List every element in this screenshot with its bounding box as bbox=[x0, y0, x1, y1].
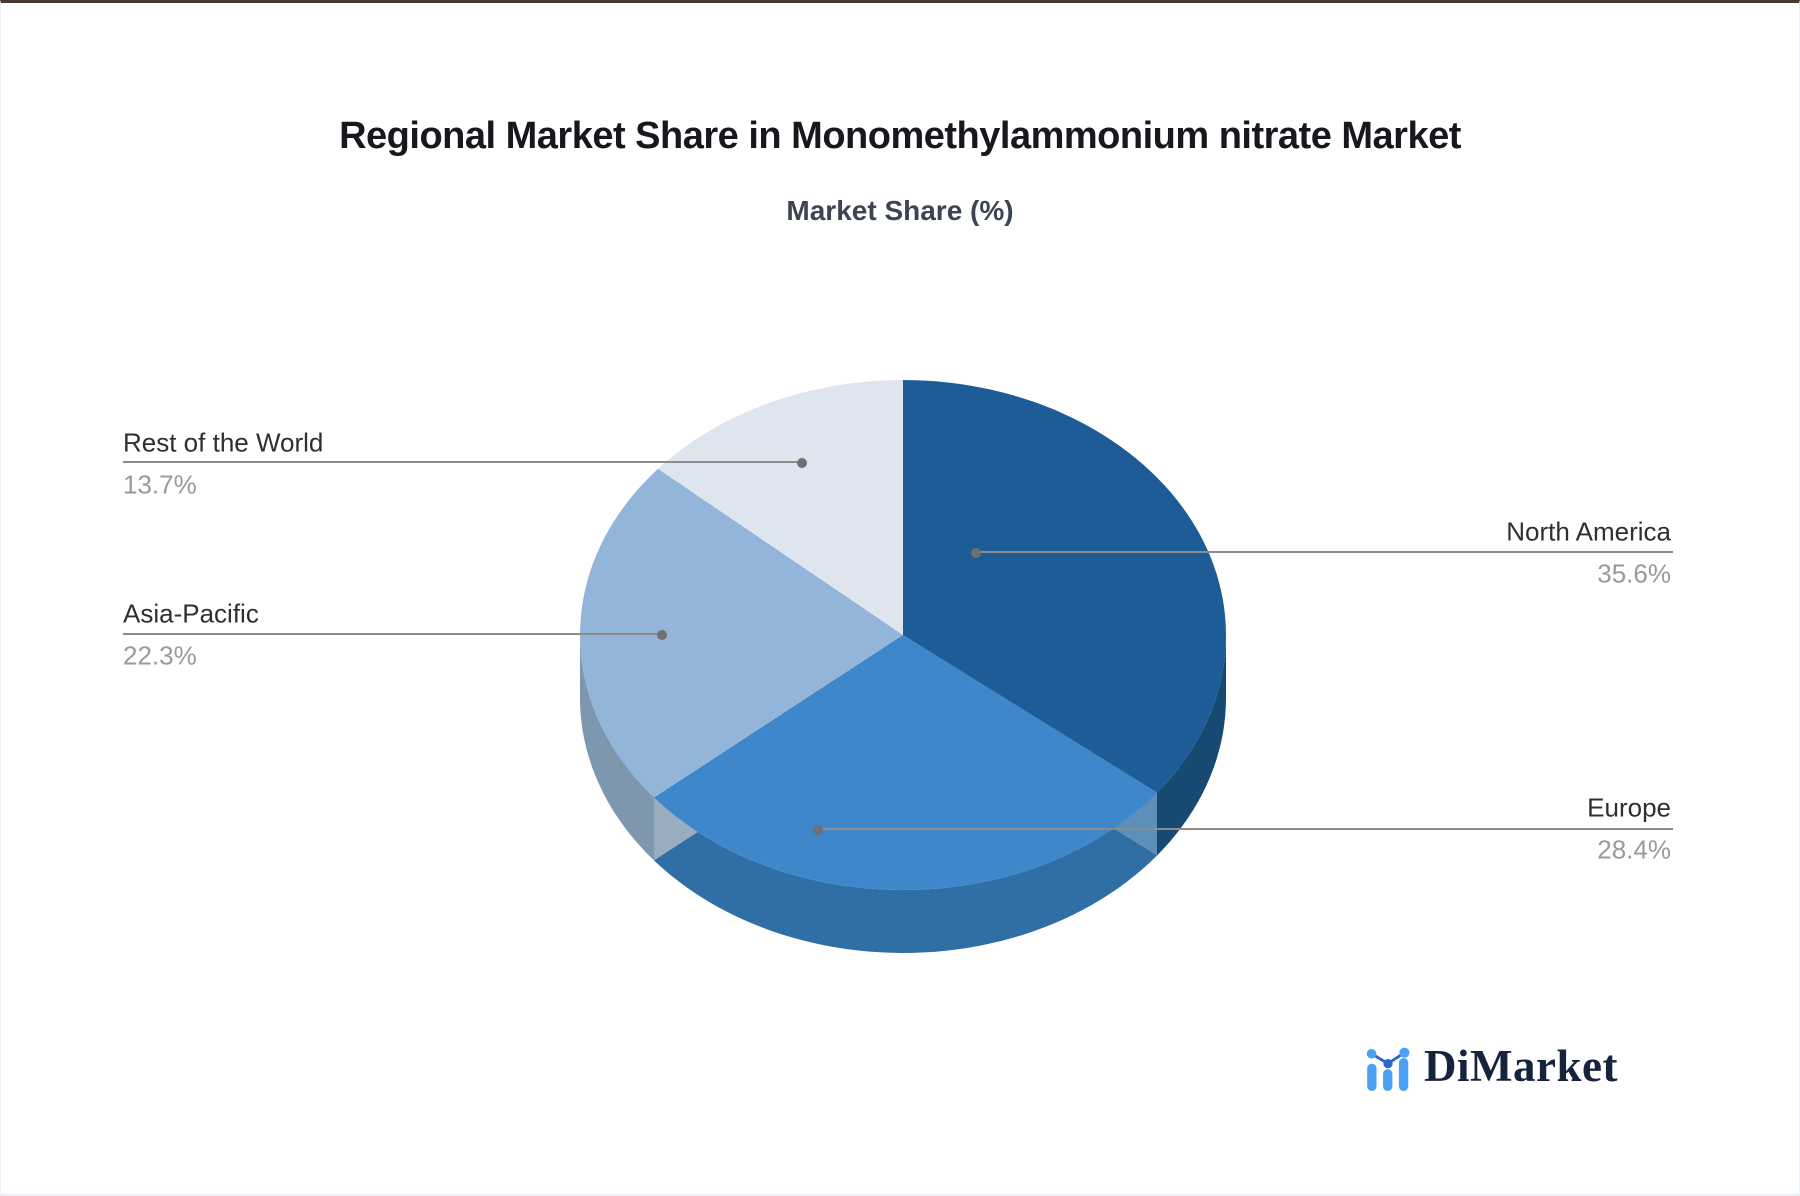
pie-slice-north-america[interactable] bbox=[903, 380, 1226, 793]
leader-dot bbox=[971, 548, 981, 558]
dimarket-logo: DiMarket bbox=[1365, 1041, 1618, 1095]
pie-slice-europe[interactable] bbox=[654, 635, 1157, 890]
chart-subtitle: Market Share (%) bbox=[786, 195, 1014, 226]
chart-title: Regional Market Share in Monomethylammon… bbox=[339, 115, 1461, 157]
pie-slice-side-north-america bbox=[1157, 635, 1226, 856]
pie-slice-side-asia-pacific bbox=[580, 635, 655, 861]
pie-slice-rest-of-the-world[interactable] bbox=[658, 380, 903, 635]
pie-slice-asia-pacific[interactable] bbox=[580, 468, 903, 798]
bar-chart-icon bbox=[1366, 1047, 1410, 1091]
pie-slice-side-europe bbox=[654, 792, 1157, 953]
leader-dot bbox=[813, 825, 823, 835]
logo-text: DiMarket bbox=[1424, 1040, 1618, 1091]
leader-dot bbox=[657, 630, 667, 640]
pie-3d-chart bbox=[123, 380, 1673, 953]
leader-dot bbox=[797, 458, 807, 468]
